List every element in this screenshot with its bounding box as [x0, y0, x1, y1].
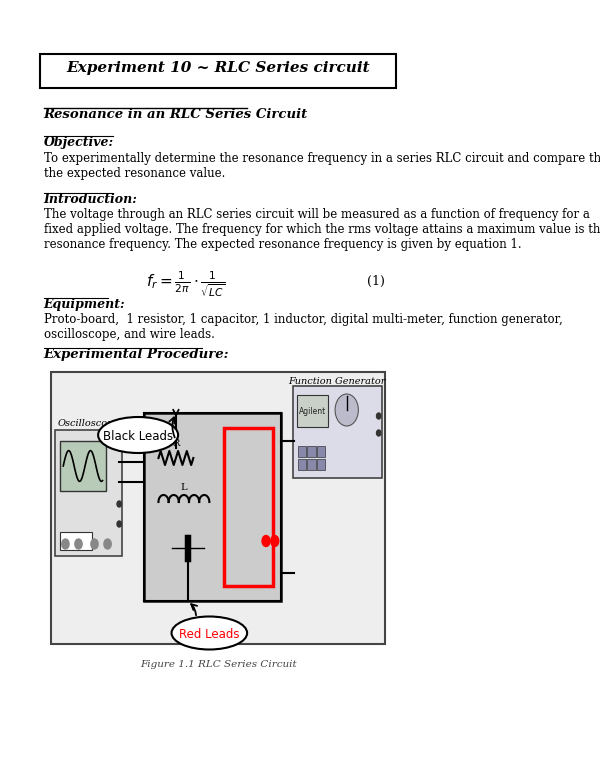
FancyBboxPatch shape — [293, 386, 382, 478]
Circle shape — [117, 501, 121, 507]
Text: R: R — [172, 439, 179, 448]
Text: $f_r = \frac{1}{2\pi} \cdot \frac{1}{\sqrt{LC}}$: $f_r = \frac{1}{2\pi} \cdot \frac{1}{\sq… — [146, 270, 225, 299]
FancyBboxPatch shape — [55, 430, 122, 556]
FancyBboxPatch shape — [298, 459, 307, 469]
Text: Objective:: Objective: — [44, 136, 114, 149]
Text: Figure 1.1 RLC Series Circuit: Figure 1.1 RLC Series Circuit — [140, 660, 296, 669]
Circle shape — [91, 539, 98, 549]
FancyBboxPatch shape — [59, 441, 106, 491]
Text: Black Leads: Black Leads — [103, 431, 173, 444]
FancyBboxPatch shape — [297, 395, 328, 427]
Text: Function Generator: Function Generator — [289, 377, 386, 386]
Text: Equipment:: Equipment: — [44, 298, 125, 311]
Ellipse shape — [98, 417, 178, 453]
Text: (1): (1) — [367, 275, 385, 288]
Text: To experimentally determine the resonance frequency in a series RLC circuit and : To experimentally determine the resonanc… — [44, 152, 600, 180]
FancyBboxPatch shape — [40, 54, 396, 88]
Circle shape — [377, 413, 381, 419]
FancyBboxPatch shape — [307, 459, 316, 469]
Circle shape — [335, 394, 358, 426]
Ellipse shape — [172, 616, 247, 650]
FancyBboxPatch shape — [307, 445, 316, 456]
Text: L: L — [181, 483, 187, 492]
Text: Resonance in an RLC Series Circuit: Resonance in an RLC Series Circuit — [44, 108, 308, 121]
FancyBboxPatch shape — [317, 445, 325, 456]
Text: Agilent: Agilent — [299, 407, 326, 415]
FancyBboxPatch shape — [298, 445, 307, 456]
Text: Introduction:: Introduction: — [44, 193, 137, 206]
Circle shape — [262, 535, 270, 546]
FancyBboxPatch shape — [317, 459, 325, 469]
Circle shape — [104, 539, 111, 549]
Text: Experimental Procedure:: Experimental Procedure: — [44, 348, 229, 361]
Text: Proto-board,  1 resistor, 1 capacitor, 1 inductor, digital multi-meter, function: Proto-board, 1 resistor, 1 capacitor, 1 … — [44, 313, 562, 341]
FancyBboxPatch shape — [144, 413, 281, 601]
FancyBboxPatch shape — [59, 532, 92, 550]
Circle shape — [62, 539, 69, 549]
Circle shape — [117, 521, 121, 527]
Text: Red Leads: Red Leads — [179, 629, 239, 642]
FancyBboxPatch shape — [51, 372, 385, 644]
Circle shape — [75, 539, 82, 549]
Text: The voltage through an RLC series circuit will be measured as a function of freq: The voltage through an RLC series circui… — [44, 208, 600, 251]
Text: Experiment 10 ~ RLC Series circuit: Experiment 10 ~ RLC Series circuit — [66, 61, 370, 75]
Circle shape — [377, 430, 381, 436]
Circle shape — [271, 535, 279, 546]
Text: Oscilloscope: Oscilloscope — [58, 419, 120, 428]
